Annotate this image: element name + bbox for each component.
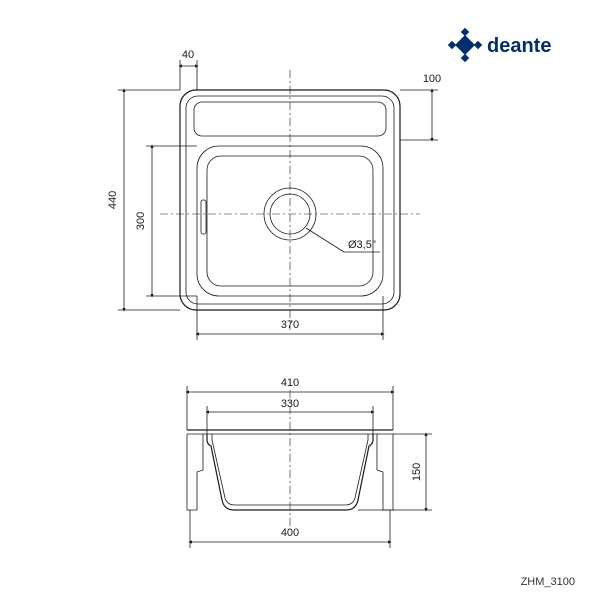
dim-bowl-depth: 300 [135,212,147,230]
front-view: 410 330 150 400 [187,377,432,548]
dim-ledge: 100 [423,73,441,85]
dim-corner-radius: 40 [182,49,194,61]
dim-bowl-top-width: 330 [281,398,299,410]
overflow-slot [201,200,206,234]
dim-rim-width: 410 [281,377,299,389]
dim-bowl-depth-front: 150 [411,463,423,481]
dim-base-width: 400 [281,527,299,539]
clip-left [187,434,203,510]
clip-right [377,434,393,510]
dim-bowl-width: 370 [281,319,299,331]
dim-total-depth: 440 [107,191,119,209]
dim-drain: Ø3,5'' [348,239,376,251]
technical-drawing: deante 40 [0,0,600,600]
brand-logo: deante [448,28,552,62]
brand-name: deante [487,35,551,57]
model-code: ZHM_3100 [521,576,575,588]
top-view: 40 100 300 440 370 Ø3,5'' [107,49,441,340]
